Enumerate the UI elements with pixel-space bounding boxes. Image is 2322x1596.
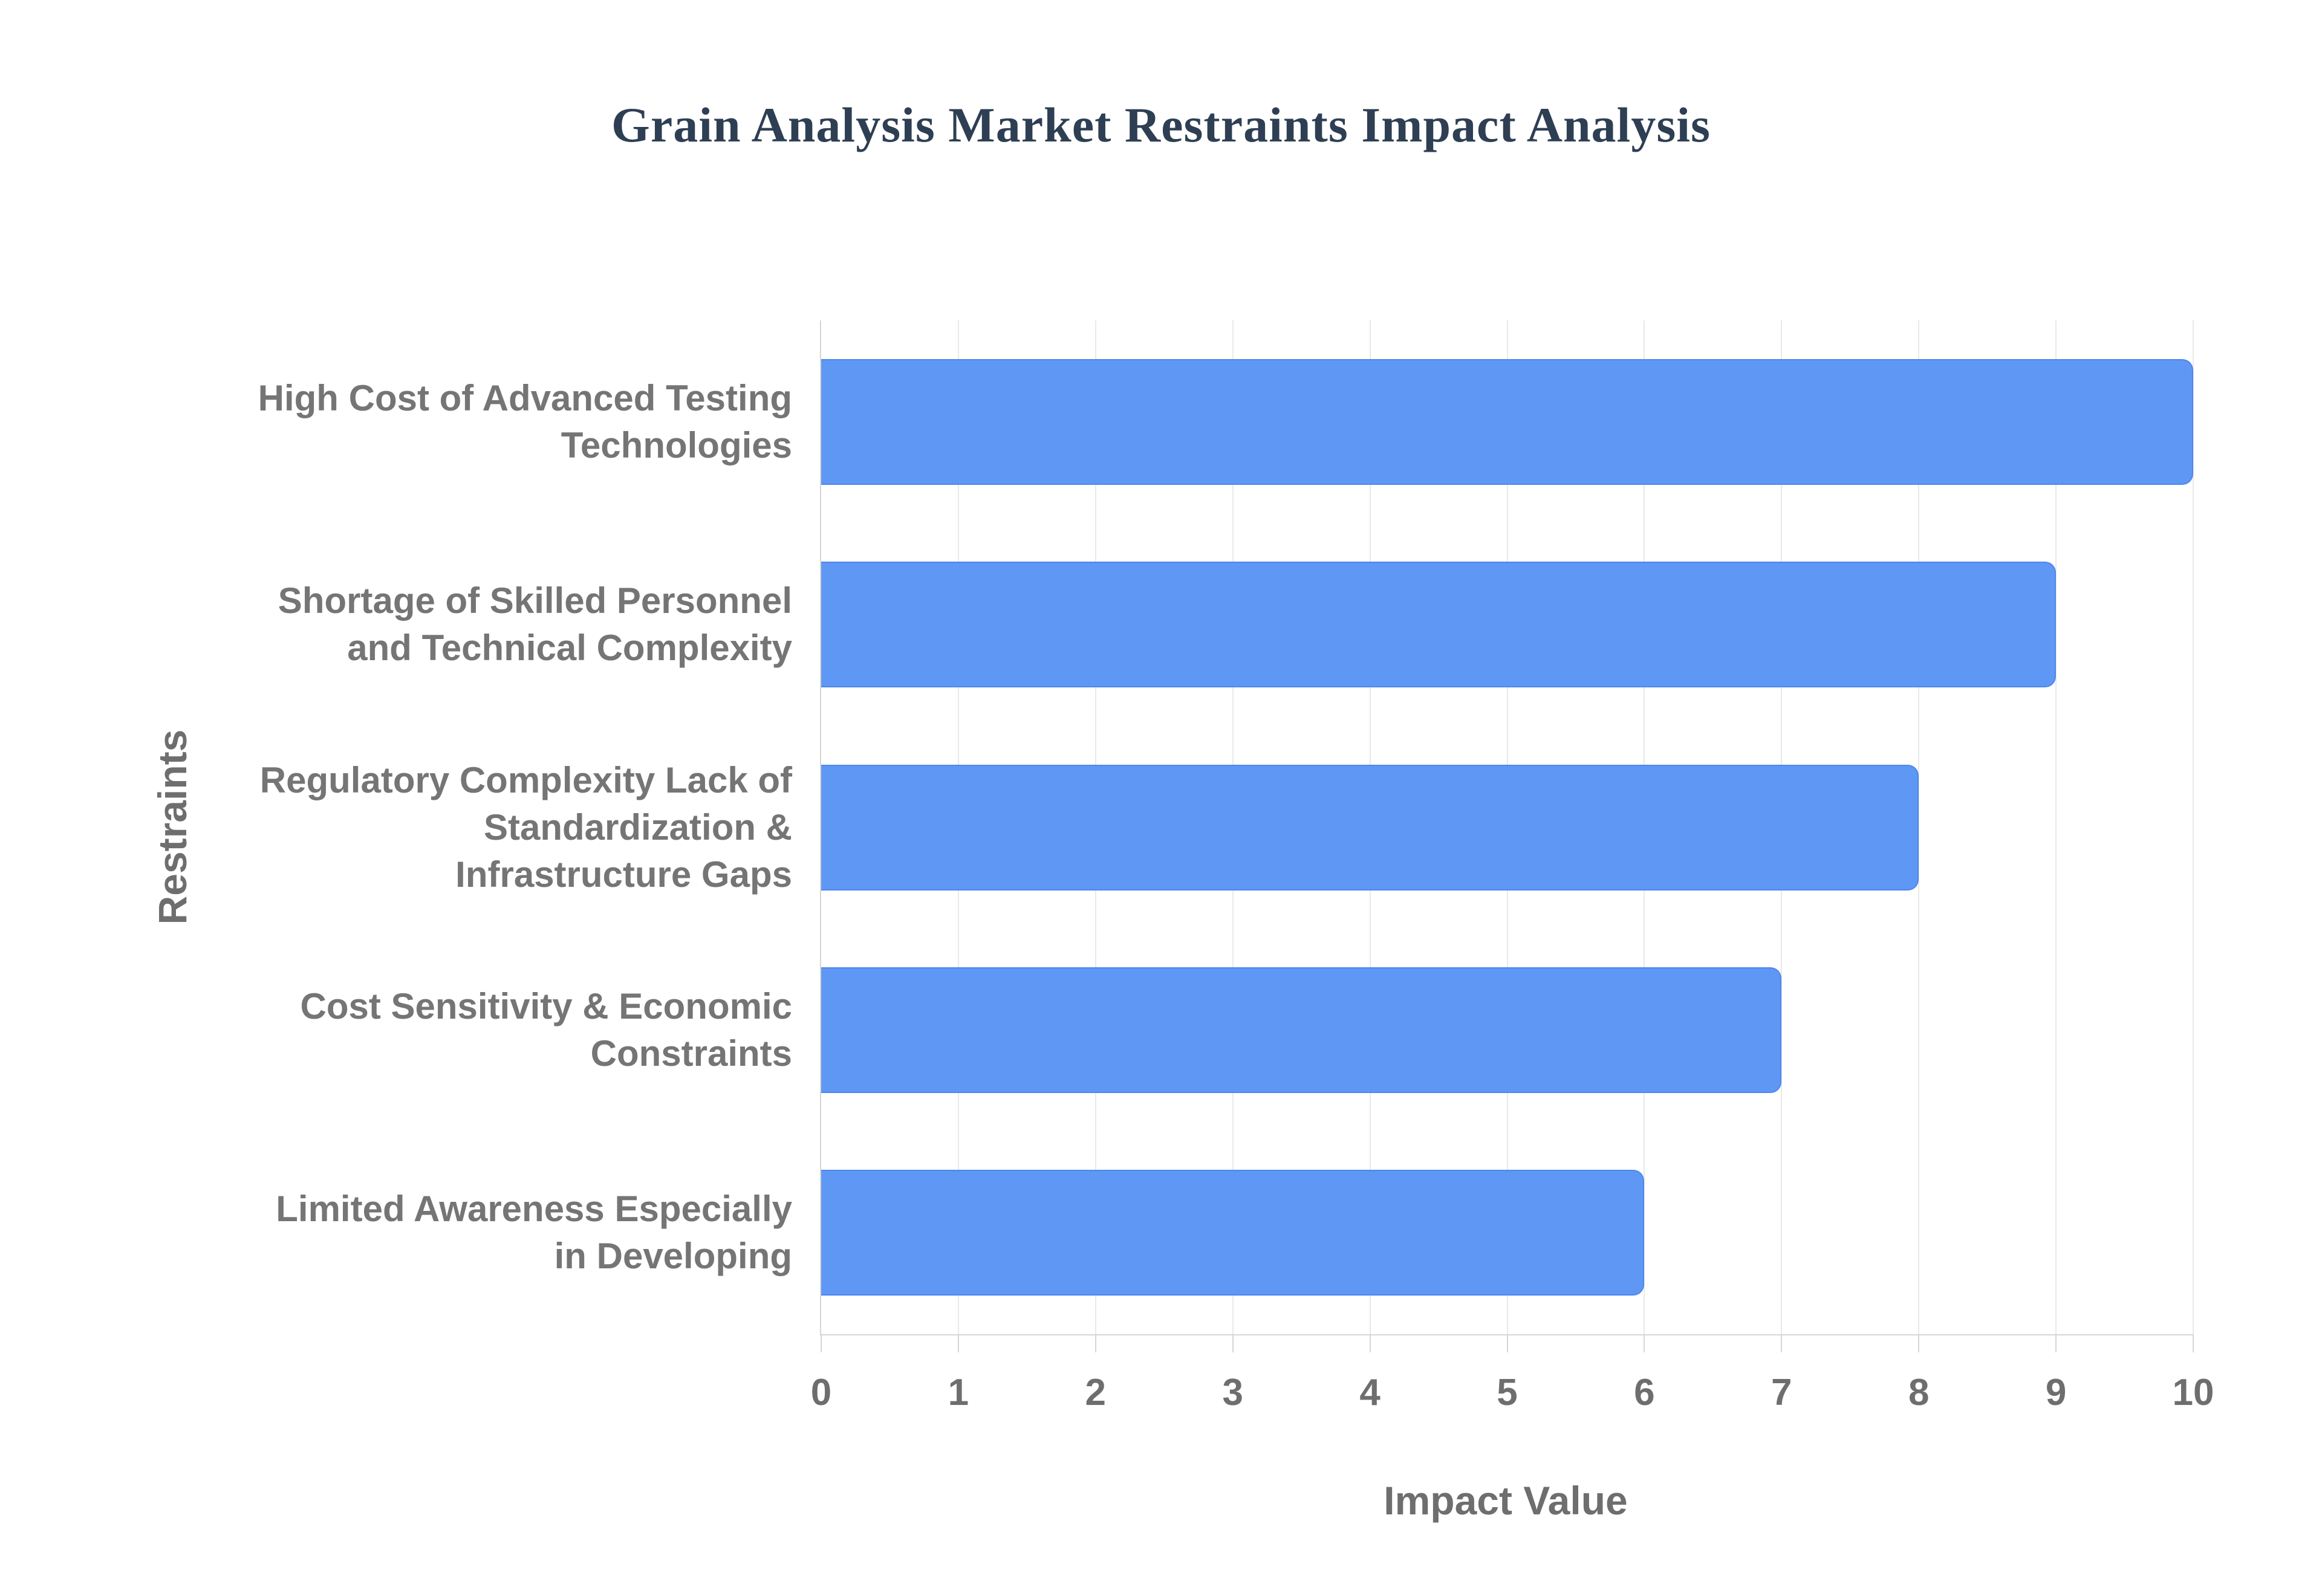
x-tick-label-2: 2: [1085, 1372, 1107, 1413]
bar-4[interactable]: [821, 1170, 1645, 1296]
bar-3[interactable]: [821, 967, 1782, 1093]
x-tick-label-4: 4: [1359, 1372, 1381, 1413]
plot-area: 0 1 2 3 4 5 6 7 8 9 10: [811, 320, 2214, 1413]
x-tickmark-1: [957, 1334, 959, 1352]
y-axis-title: Restraints: [150, 729, 195, 925]
bar-0[interactable]: [821, 358, 2193, 485]
gridline-x-10: [2193, 320, 2194, 1334]
x-tick-label-10: 10: [2172, 1372, 2214, 1413]
gridline-x-9: [2055, 320, 2057, 1334]
x-axis-title: Impact Value: [1384, 1478, 1628, 1523]
x-tick-label-9: 9: [2045, 1372, 2067, 1413]
category-label-1: Shortage of Skilled Personnel and Techni…: [278, 580, 792, 669]
category-label-0: High Cost of Advanced Testing Technologi…: [258, 377, 792, 465]
x-tickmark-10: [2193, 1334, 2194, 1352]
x-tick-label-1: 1: [948, 1372, 969, 1413]
bar-1[interactable]: [821, 562, 2057, 688]
x-tickmark-3: [1232, 1334, 1234, 1352]
x-tick-label-5: 5: [1497, 1372, 1518, 1413]
x-tickmark-4: [1369, 1334, 1371, 1352]
category-axis-labels: High Cost of Advanced Testing Technologi…: [200, 320, 792, 1334]
bar-2[interactable]: [821, 764, 1919, 890]
x-tick-label-7: 7: [1771, 1372, 1792, 1413]
category-label-2: Regulatory Complexity Lack of Standardiz…: [259, 759, 792, 895]
x-tickmark-0: [821, 1334, 822, 1352]
x-tick-label-3: 3: [1222, 1372, 1243, 1413]
gridline-x-8: [1918, 320, 1920, 1334]
x-tick-label-8: 8: [1908, 1372, 1930, 1413]
x-tickmark-5: [1506, 1334, 1508, 1352]
x-tickmark-7: [1781, 1334, 1783, 1352]
x-tick-label-6: 6: [1634, 1372, 1655, 1413]
x-tickmark-9: [2055, 1334, 2057, 1352]
x-tick-label-0: 0: [810, 1372, 832, 1413]
chart-title: Grain Analysis Market Restraints Impact …: [611, 97, 1711, 152]
category-label-4: Limited Awareness Especially in Developi…: [276, 1189, 792, 1277]
x-tickmark-8: [1918, 1334, 1920, 1352]
category-label-3: Cost Sensitivity & Economic Constraints: [300, 985, 792, 1074]
x-tickmark-2: [1094, 1334, 1096, 1352]
x-tickmark-6: [1644, 1334, 1645, 1352]
